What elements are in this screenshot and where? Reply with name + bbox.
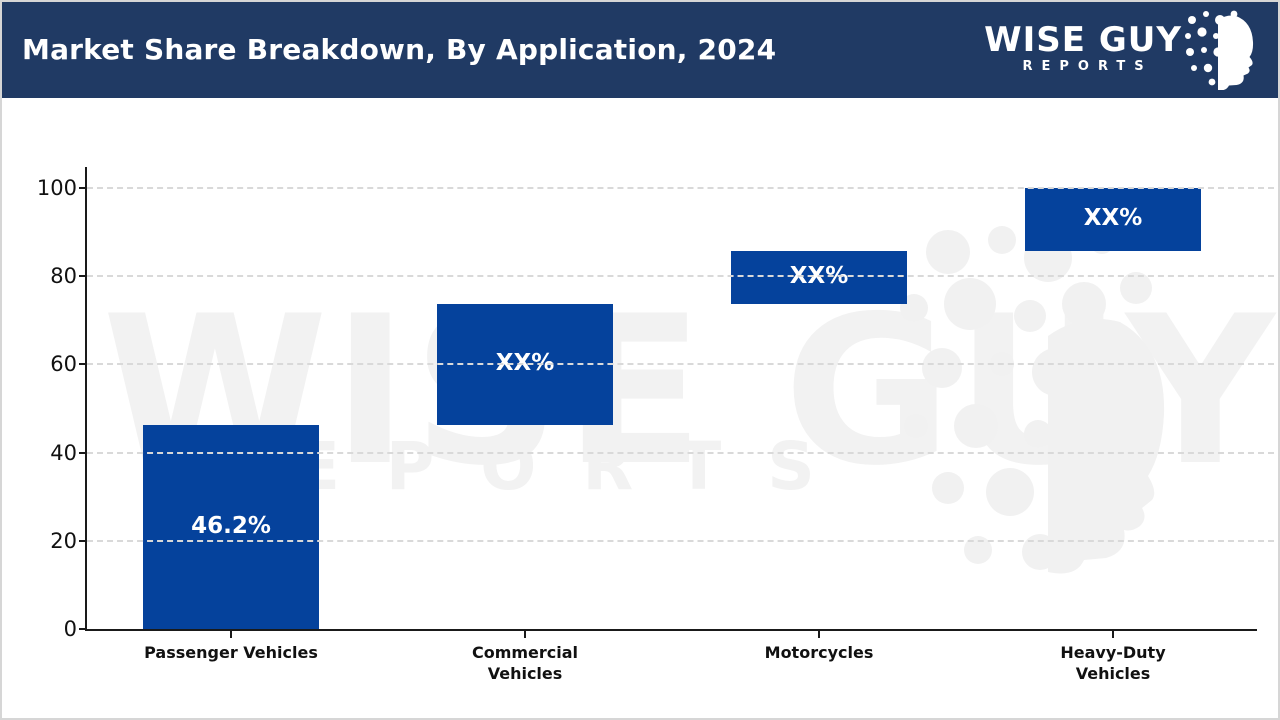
- bar-value-label: XX%: [1083, 205, 1143, 232]
- y-tick-40: [79, 451, 87, 454]
- y-tick-80: [79, 275, 87, 278]
- logo-subtitle: REPORTS: [1022, 59, 1153, 74]
- bar-value-label: 46.2%: [191, 513, 271, 540]
- gridline-60: [87, 363, 1274, 366]
- x-tick-commercial-vehicles: [524, 630, 526, 638]
- gridline-40: [87, 451, 1274, 454]
- y-tick-label-0: 0: [63, 617, 77, 641]
- gridline-20: [87, 539, 1274, 542]
- wise-guy-reports-logo: WISE GUY REPORTS: [984, 6, 1270, 90]
- y-tick-100: [79, 187, 87, 189]
- x-label-commercial-vehicles: Commercial Vehicles: [471, 643, 579, 684]
- x-tick-motorcycles: [818, 630, 820, 638]
- y-tick-label-20: 20: [50, 528, 77, 553]
- logo-title: WISE GUY: [984, 20, 1182, 60]
- x-label-passenger-vehicles: Passenger Vehicles: [144, 643, 318, 662]
- bar-value-label: XX%: [495, 350, 555, 377]
- y-tick-label-40: 40: [50, 440, 77, 465]
- x-axis-spine: [85, 629, 1257, 631]
- header-band: Market Share Breakdown, By Application, …: [2, 2, 1278, 98]
- y-axis-spine: [85, 167, 87, 631]
- y-tick-20: [79, 539, 87, 542]
- x-label-motorcycles: Motorcycles: [764, 643, 874, 662]
- x-tick-heavy-duty-vehicles: [1112, 630, 1114, 638]
- y-tick-label-100: 100: [36, 176, 77, 200]
- y-tick-60: [79, 363, 87, 366]
- y-tick-label-80: 80: [50, 264, 77, 289]
- page-title: Market Share Breakdown, By Application, …: [22, 32, 777, 66]
- y-tick-label-60: 60: [50, 352, 77, 377]
- logo-text: WISE GUY REPORTS: [984, 23, 1182, 73]
- x-tick-passenger-vehicles: [230, 630, 232, 638]
- logo-face-icon: [1185, 10, 1254, 90]
- x-label-heavy-duty-vehicles: Heavy-Duty Vehicles: [1060, 643, 1166, 684]
- y-tick-0: [79, 628, 87, 630]
- gridline-100: [87, 187, 1274, 189]
- gridline-80: [87, 275, 1274, 278]
- bar-heavy-duty-vehicles: XX%: [1025, 188, 1201, 251]
- bar-passenger-vehicles: 46.2%: [143, 425, 319, 629]
